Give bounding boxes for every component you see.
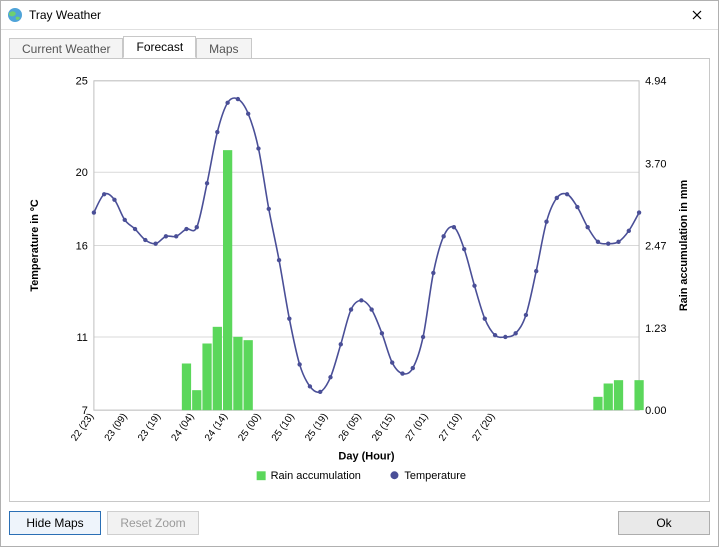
svg-text:1.23: 1.23 bbox=[645, 323, 666, 335]
svg-text:11: 11 bbox=[77, 332, 88, 344]
svg-text:Temperature in ºC: Temperature in ºC bbox=[29, 199, 41, 291]
hide-maps-button[interactable]: Hide Maps bbox=[9, 511, 101, 535]
svg-text:4.94: 4.94 bbox=[645, 76, 666, 88]
svg-text:24 (04): 24 (04) bbox=[169, 412, 196, 444]
ok-button[interactable]: Ok bbox=[618, 511, 710, 535]
tab-current-weather[interactable]: Current Weather bbox=[9, 38, 123, 59]
close-button[interactable] bbox=[682, 4, 712, 26]
tab-page-forecast: 7111620250.001.232.473.704.9422 (23)23 (… bbox=[9, 58, 710, 502]
tab-maps[interactable]: Maps bbox=[196, 38, 251, 59]
svg-text:27 (10): 27 (10) bbox=[437, 412, 464, 444]
window-title: Tray Weather bbox=[29, 8, 682, 22]
svg-text:26 (05): 26 (05) bbox=[337, 412, 364, 444]
svg-text:2.47: 2.47 bbox=[645, 240, 666, 252]
tab-forecast[interactable]: Forecast bbox=[123, 36, 196, 58]
svg-text:20: 20 bbox=[76, 167, 88, 179]
svg-text:0.00: 0.00 bbox=[645, 405, 666, 417]
tab-label: Maps bbox=[209, 42, 238, 56]
svg-text:22 (23): 22 (23) bbox=[69, 412, 96, 444]
dialog-button-row: Hide Maps Reset Zoom Ok bbox=[9, 502, 710, 538]
svg-text:Rain accumulation in mm: Rain accumulation in mm bbox=[678, 180, 690, 312]
globe-icon bbox=[7, 7, 23, 23]
svg-text:24 (14): 24 (14) bbox=[203, 412, 230, 444]
svg-text:Rain accumulation: Rain accumulation bbox=[271, 470, 361, 482]
svg-text:25 (19): 25 (19) bbox=[303, 412, 330, 444]
svg-text:25 (00): 25 (00) bbox=[236, 412, 263, 444]
svg-text:Day (Hour): Day (Hour) bbox=[338, 451, 394, 463]
client-area: Current Weather Forecast Maps 7111620250… bbox=[1, 30, 718, 546]
svg-text:25: 25 bbox=[76, 76, 88, 88]
reset-zoom-button[interactable]: Reset Zoom bbox=[107, 511, 199, 535]
svg-text:16: 16 bbox=[76, 240, 88, 252]
button-label: Reset Zoom bbox=[120, 516, 185, 530]
forecast-chart: 7111620250.001.232.473.704.9422 (23)23 (… bbox=[20, 67, 699, 493]
button-label: Hide Maps bbox=[26, 516, 83, 530]
svg-text:25 (10): 25 (10) bbox=[270, 412, 297, 444]
svg-text:3.70: 3.70 bbox=[645, 158, 666, 170]
svg-text:Temperature: Temperature bbox=[404, 470, 466, 482]
tab-label: Current Weather bbox=[22, 42, 110, 56]
tab-strip: Current Weather Forecast Maps bbox=[9, 36, 710, 58]
app-window: Tray Weather Current Weather Forecast Ma… bbox=[0, 0, 719, 547]
svg-text:23 (09): 23 (09) bbox=[103, 412, 130, 444]
title-bar: Tray Weather bbox=[1, 1, 718, 30]
svg-text:27 (01): 27 (01) bbox=[403, 412, 430, 444]
svg-text:27 (20): 27 (20) bbox=[470, 412, 497, 444]
close-icon bbox=[692, 10, 702, 20]
button-label: Ok bbox=[656, 516, 671, 530]
svg-text:23 (19): 23 (19) bbox=[136, 412, 163, 444]
svg-text:26 (15): 26 (15) bbox=[370, 412, 397, 444]
tab-label: Forecast bbox=[136, 40, 183, 54]
